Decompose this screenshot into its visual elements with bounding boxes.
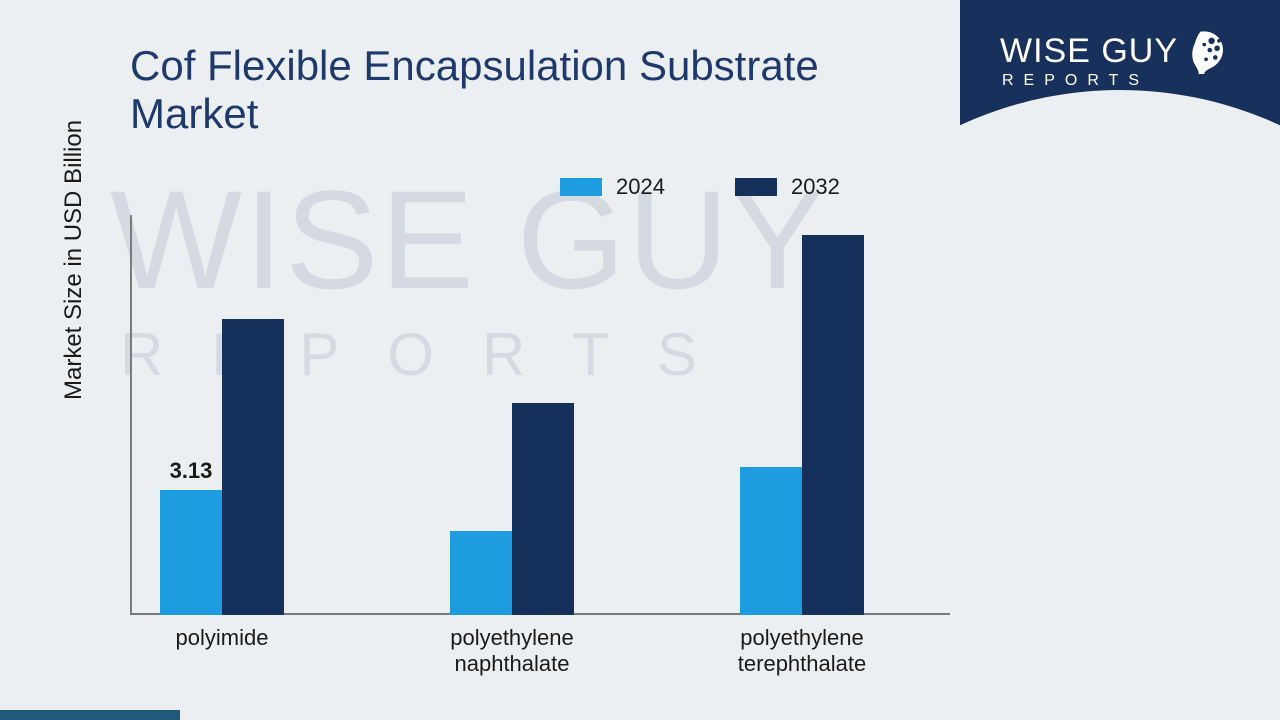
category-label: polyimide: [112, 625, 332, 651]
brand-sub: REPORTS: [1002, 72, 1240, 90]
bottom-accent-bar: [0, 710, 180, 720]
bar-2024: [740, 467, 802, 615]
bar-2024: [160, 490, 222, 615]
bar-2032: [802, 235, 864, 615]
legend-item-2024: 2024: [560, 174, 665, 200]
bar-2024: [450, 531, 512, 615]
brand-logo: WISE GUY REPORTS: [1000, 28, 1240, 90]
legend-swatch-2024: [560, 178, 602, 196]
head-icon: [1184, 28, 1230, 74]
brand-name: WISE GUY: [1000, 32, 1178, 71]
legend-label-2024: 2024: [616, 174, 665, 200]
data-label: 3.13: [170, 458, 213, 484]
legend-label-2032: 2032: [791, 174, 840, 200]
brand-logo-main: WISE GUY: [1000, 28, 1240, 74]
y-axis-label: Market Size in USD Billion: [60, 120, 88, 400]
bar-2032: [512, 403, 574, 615]
page-root: WISE GUY REPORTS WISE GUY REPORTS Cof Fl…: [0, 0, 1280, 720]
category-label: polyethylenenaphthalate: [402, 625, 622, 678]
legend: 2024 2032: [560, 174, 840, 200]
legend-item-2032: 2032: [735, 174, 840, 200]
legend-swatch-2032: [735, 178, 777, 196]
bar-group: [450, 403, 574, 615]
y-axis-line: [130, 215, 132, 615]
category-label: polyethyleneterephthalate: [692, 625, 912, 678]
chart-title: Cof Flexible Encapsulation Substrate Mar…: [130, 42, 830, 139]
chart-area: 3.13polyimidepolyethylenenaphthalatepoly…: [130, 215, 950, 615]
bar-group: [740, 235, 864, 615]
bar-2032: [222, 319, 284, 615]
